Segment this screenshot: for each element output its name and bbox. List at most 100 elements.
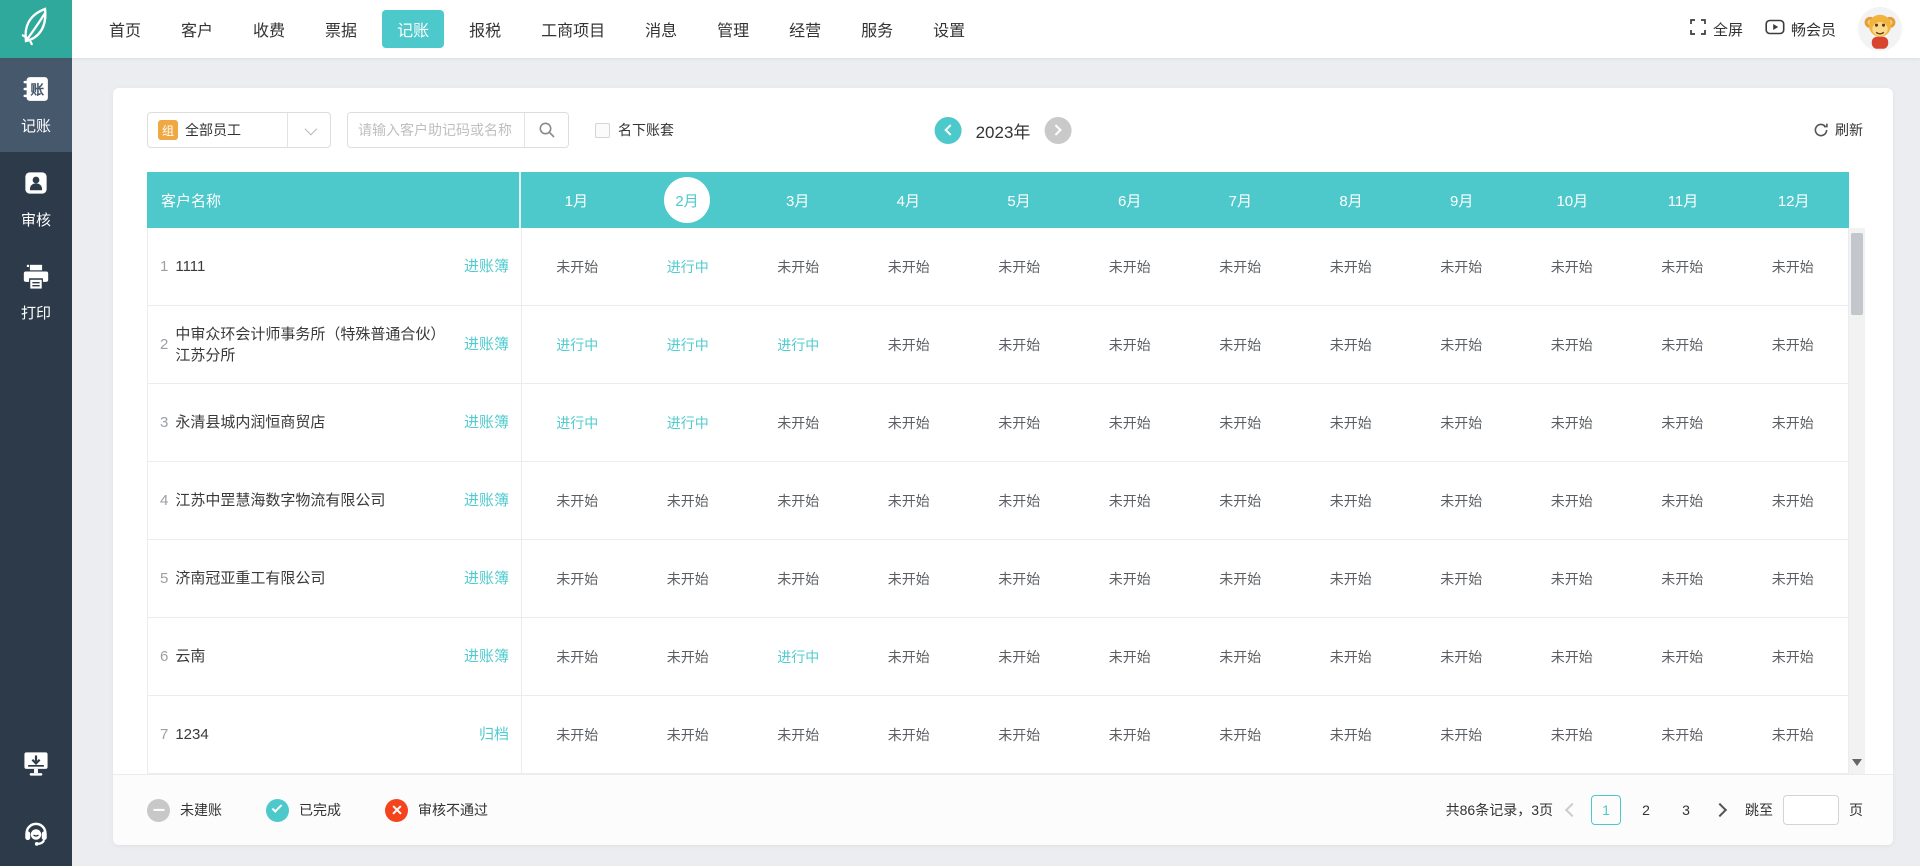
month-status-cell[interactable]: 未开始	[1440, 648, 1483, 665]
member-button[interactable]: 畅会员	[1765, 18, 1836, 40]
month-status-cell[interactable]: 未开始	[1440, 414, 1483, 431]
month-status-cell[interactable]: 未开始	[998, 492, 1041, 509]
support-icon[interactable]	[21, 817, 51, 852]
month-status-cell[interactable]: 未开始	[1550, 570, 1593, 587]
ledger-link[interactable]: 归档	[478, 726, 509, 743]
nav-item[interactable]: 设置	[933, 23, 966, 40]
month-status-cell[interactable]: 未开始	[1550, 336, 1593, 353]
month-status-cell[interactable]: 未开始	[1329, 726, 1372, 743]
month-status-cell[interactable]: 未开始	[666, 726, 709, 743]
month-status-cell[interactable]: 未开始	[1329, 258, 1372, 275]
month-status-cell[interactable]: 未开始	[1771, 570, 1814, 587]
month-status-cell[interactable]: 未开始	[556, 492, 599, 509]
month-status-cell[interactable]: 未开始	[887, 648, 930, 665]
month-status-cell[interactable]: 未开始	[1771, 492, 1814, 509]
customer-search-input[interactable]	[348, 113, 524, 147]
month-status-cell[interactable]: 未开始	[1550, 726, 1593, 743]
prev-year-button[interactable]	[934, 116, 962, 144]
page-number-button[interactable]: 2	[1642, 802, 1650, 818]
month-status-cell[interactable]: 未开始	[1219, 570, 1262, 587]
nav-item[interactable]: 首页	[109, 23, 142, 40]
search-button[interactable]	[524, 113, 568, 147]
month-header[interactable]: 12月	[1738, 172, 1849, 228]
month-status-cell[interactable]: 未开始	[1219, 492, 1262, 509]
user-avatar[interactable]	[1858, 7, 1902, 51]
ledger-link[interactable]: 进账簿	[463, 258, 509, 275]
month-header[interactable]: 11月	[1628, 172, 1739, 228]
next-year-button[interactable]	[1044, 116, 1072, 144]
month-status-cell[interactable]: 未开始	[998, 648, 1041, 665]
month-status-cell[interactable]: 未开始	[887, 726, 930, 743]
month-header[interactable]: 10月	[1517, 172, 1628, 228]
nav-item[interactable]: 经营	[789, 23, 822, 40]
month-status-cell[interactable]: 未开始	[556, 258, 599, 275]
nav-item[interactable]: 报税	[469, 23, 502, 40]
month-status-cell[interactable]: 未开始	[556, 648, 599, 665]
month-status-cell[interactable]: 未开始	[1550, 258, 1593, 275]
month-status-cell[interactable]: 未开始	[998, 570, 1041, 587]
month-status-cell[interactable]: 未开始	[666, 648, 709, 665]
month-status-cell[interactable]: 未开始	[1440, 336, 1483, 353]
page-number-button[interactable]: 1	[1591, 795, 1621, 825]
month-status-cell[interactable]: 未开始	[777, 570, 820, 587]
download-client-icon[interactable]	[21, 750, 51, 783]
own-accounts-checkbox[interactable]: 名下账套	[595, 120, 674, 140]
page-number-button[interactable]: 3	[1682, 802, 1690, 818]
month-status-cell[interactable]: 进行中	[666, 336, 709, 353]
month-status-cell[interactable]: 未开始	[777, 492, 820, 509]
month-status-cell[interactable]: 未开始	[1661, 570, 1704, 587]
month-status-cell[interactable]: 未开始	[1550, 414, 1593, 431]
month-header[interactable]: 2月	[632, 172, 743, 228]
nav-item[interactable]: 客户	[181, 23, 214, 40]
month-status-cell[interactable]: 未开始	[887, 258, 930, 275]
month-status-cell[interactable]: 未开始	[1440, 570, 1483, 587]
month-status-cell[interactable]: 未开始	[1108, 336, 1151, 353]
sidebar-item[interactable]: 账记账	[0, 58, 72, 152]
month-status-cell[interactable]: 未开始	[1219, 258, 1262, 275]
month-status-cell[interactable]: 未开始	[1329, 492, 1372, 509]
month-status-cell[interactable]: 未开始	[1661, 726, 1704, 743]
month-status-cell[interactable]: 进行中	[556, 336, 599, 353]
nav-item[interactable]: 记账	[382, 10, 445, 48]
ledger-link[interactable]: 进账簿	[463, 336, 509, 353]
month-status-cell[interactable]: 未开始	[1108, 258, 1151, 275]
month-status-cell[interactable]: 未开始	[887, 570, 930, 587]
month-status-cell[interactable]: 未开始	[1661, 258, 1704, 275]
month-status-cell[interactable]: 未开始	[1219, 414, 1262, 431]
month-status-cell[interactable]: 未开始	[1771, 414, 1814, 431]
vertical-scrollbar[interactable]	[1849, 228, 1865, 774]
month-status-cell[interactable]: 未开始	[777, 726, 820, 743]
month-status-cell[interactable]: 未开始	[1771, 648, 1814, 665]
nav-item[interactable]: 消息	[645, 23, 678, 40]
month-header[interactable]: 7月	[1185, 172, 1296, 228]
month-status-cell[interactable]: 未开始	[1440, 492, 1483, 509]
month-status-cell[interactable]: 进行中	[777, 336, 820, 353]
jump-page-input[interactable]	[1783, 795, 1839, 825]
prev-page-button[interactable]	[1564, 802, 1580, 818]
month-status-cell[interactable]: 未开始	[1771, 726, 1814, 743]
month-status-cell[interactable]: 未开始	[777, 258, 820, 275]
fullscreen-button[interactable]: 全屏	[1689, 18, 1743, 40]
month-header[interactable]: 8月	[1296, 172, 1407, 228]
ledger-link[interactable]: 进账簿	[463, 648, 509, 665]
month-status-cell[interactable]: 未开始	[1108, 414, 1151, 431]
month-status-cell[interactable]: 未开始	[998, 258, 1041, 275]
month-status-cell[interactable]: 未开始	[1219, 336, 1262, 353]
month-status-cell[interactable]: 未开始	[1108, 648, 1151, 665]
nav-item[interactable]: 票据	[325, 23, 358, 40]
month-header[interactable]: 6月	[1074, 172, 1185, 228]
sidebar-item[interactable]: 打印	[0, 246, 72, 340]
month-status-cell[interactable]: 未开始	[1661, 336, 1704, 353]
nav-item[interactable]: 服务	[861, 23, 894, 40]
ledger-link[interactable]: 进账簿	[463, 570, 509, 587]
month-status-cell[interactable]: 未开始	[1108, 492, 1151, 509]
month-status-cell[interactable]: 未开始	[666, 492, 709, 509]
month-status-cell[interactable]: 未开始	[1329, 570, 1372, 587]
month-status-cell[interactable]: 未开始	[556, 726, 599, 743]
month-status-cell[interactable]: 未开始	[887, 414, 930, 431]
refresh-button[interactable]: 刷新	[1813, 120, 1863, 140]
month-status-cell[interactable]: 未开始	[1771, 336, 1814, 353]
month-status-cell[interactable]: 进行中	[666, 414, 709, 431]
month-status-cell[interactable]: 进行中	[777, 648, 820, 665]
nav-item[interactable]: 工商项目	[541, 23, 606, 40]
